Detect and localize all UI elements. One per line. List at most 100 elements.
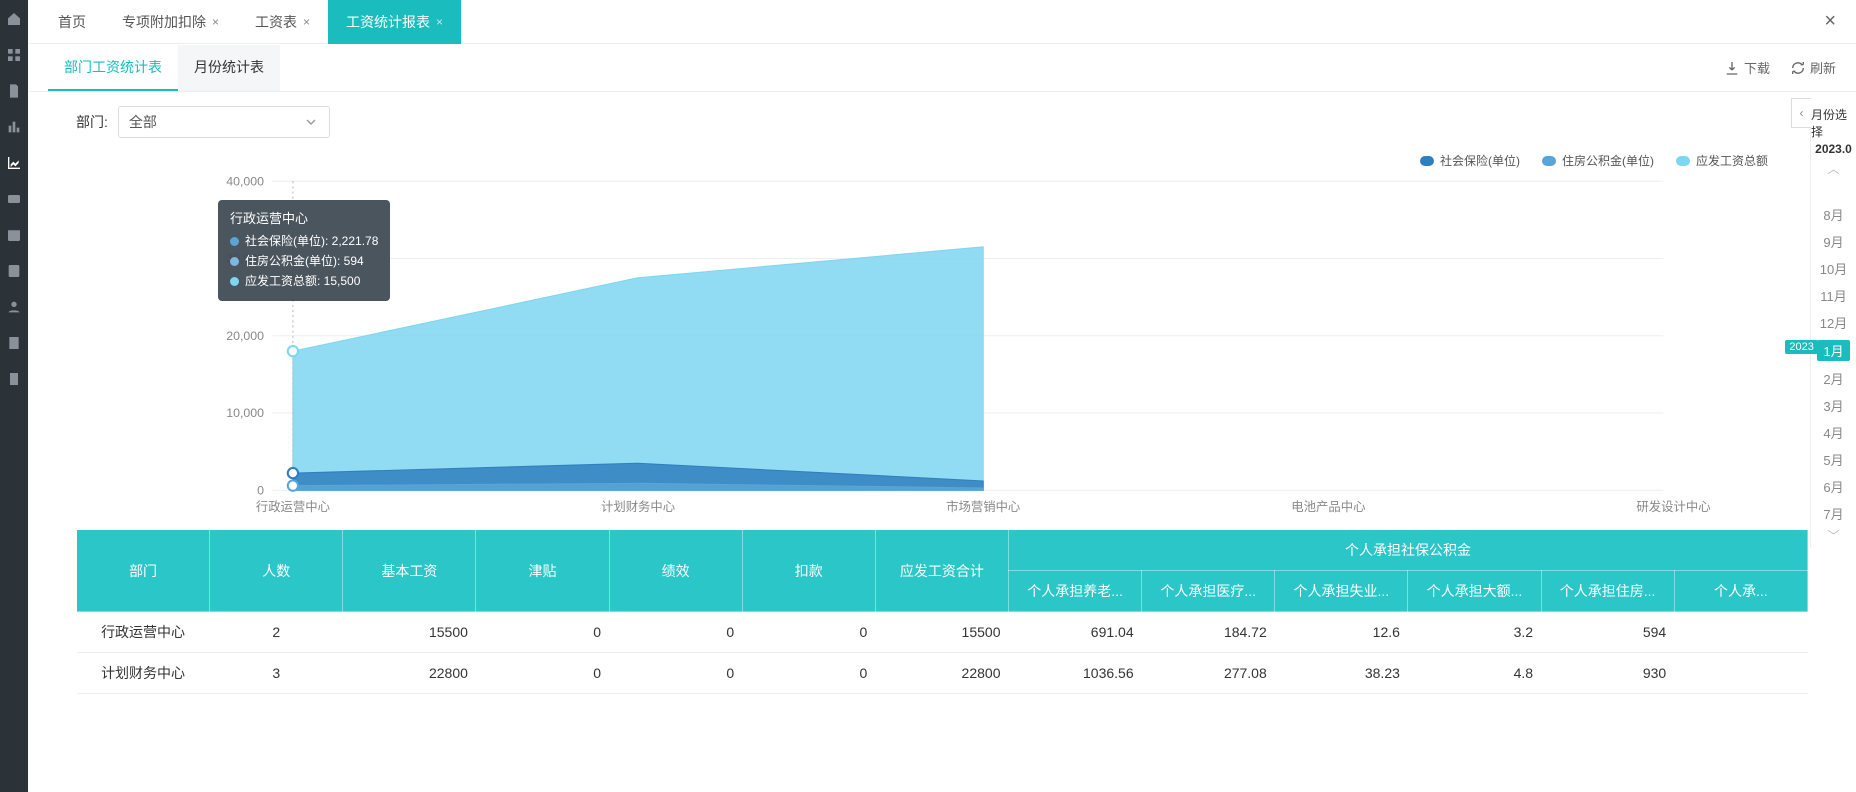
tab-close-icon[interactable]: ×: [303, 15, 310, 29]
td: 3: [210, 653, 343, 694]
month-option[interactable]: 10月: [1820, 259, 1847, 278]
close-window-icon[interactable]: ×: [1816, 10, 1844, 33]
svg-text:计划财务中心: 计划财务中心: [601, 499, 675, 514]
tab-3[interactable]: 工资统计报表 ×: [328, 0, 461, 44]
th: 个人承担住房...: [1541, 571, 1674, 612]
subtab-0[interactable]: 部门工资统计表: [48, 45, 178, 91]
panel-collapse-icon[interactable]: ‹: [1791, 98, 1811, 128]
nav-wallet-icon[interactable]: [5, 190, 23, 208]
td: 0: [742, 612, 875, 653]
tab-label: 专项附加扣除: [122, 12, 206, 32]
td: 计划财务中心: [77, 653, 210, 694]
month-option[interactable]: 6月: [1823, 477, 1843, 496]
department-select[interactable]: 全部: [118, 106, 330, 138]
month-option[interactable]: 8月: [1823, 205, 1843, 224]
td: 0: [476, 653, 609, 694]
svg-text:20,000: 20,000: [226, 329, 264, 343]
tab-close-icon[interactable]: ×: [212, 15, 219, 29]
legend-swatch: [1676, 156, 1690, 166]
month-option[interactable]: 9月: [1823, 232, 1843, 251]
td: 930: [1541, 653, 1674, 694]
td: 0: [609, 653, 742, 694]
svg-text:0: 0: [257, 483, 264, 497]
legend-label: 应发工资总额: [1696, 152, 1768, 169]
th: 个人承担养老...: [1008, 571, 1141, 612]
td: 38.23: [1275, 653, 1408, 694]
th: 津贴: [476, 530, 609, 612]
area-chart: 010,00020,00030,00040,000行政运营中心计划财务中心市场营…: [76, 175, 1808, 515]
download-button[interactable]: 下载: [1724, 58, 1770, 77]
month-option[interactable]: 4月: [1823, 423, 1843, 442]
th: 部门: [77, 530, 210, 612]
nav-stat-icon[interactable]: [5, 118, 23, 136]
th: 个人承担医疗...: [1142, 571, 1275, 612]
chart-marker: [288, 481, 298, 491]
tab-1[interactable]: 专项附加扣除 ×: [104, 0, 237, 44]
chevron-down-icon: [303, 114, 319, 130]
td: [1674, 612, 1807, 653]
chart-marker: [288, 468, 298, 478]
subtab-1[interactable]: 月份统计表: [178, 45, 280, 91]
tab-label: 首页: [58, 12, 86, 32]
salary-table: 部门人数基本工资津贴绩效扣款应发工资合计个人承担社保公积金个人承担养老...个人…: [76, 529, 1808, 694]
td: 22800: [875, 653, 1008, 694]
month-down-icon[interactable]: ﹀: [1827, 527, 1839, 544]
nav-calendar-icon[interactable]: [5, 226, 23, 244]
td: 行政运营中心: [77, 612, 210, 653]
month-up-icon[interactable]: ︿: [1827, 160, 1839, 177]
td: 4.8: [1408, 653, 1541, 694]
svg-text:30,000: 30,000: [226, 252, 264, 266]
legend-label: 住房公积金(单位): [1562, 152, 1654, 169]
td: 0: [742, 653, 875, 694]
nav-users-icon[interactable]: [5, 298, 23, 316]
table-row: 行政运营中心21550000015500691.04184.7212.63.25…: [77, 612, 1808, 653]
month-option[interactable]: 2月: [1823, 369, 1843, 388]
tab-0[interactable]: 首页: [40, 0, 104, 44]
tabs-bar: 首页 专项附加扣除 × 工资表 × 工资统计报表 × ×: [28, 0, 1856, 44]
chart-legend: 社会保险(单位) 住房公积金(单位) 应发工资总额: [76, 152, 1808, 169]
month-option[interactable]: 3月: [1823, 396, 1843, 415]
td: 3.2: [1408, 612, 1541, 653]
month-option[interactable]: 12月: [1820, 313, 1847, 332]
nav-chart-icon[interactable]: [5, 154, 23, 172]
filter-row: 部门: 全部: [28, 92, 1856, 144]
tab-label: 工资表: [255, 12, 297, 32]
nav-form-icon[interactable]: [5, 262, 23, 280]
panel-year: 2023.0: [1815, 142, 1852, 156]
nav-grid-icon[interactable]: [5, 46, 23, 64]
panel-title: 月份选择: [1811, 104, 1856, 142]
td: 2: [210, 612, 343, 653]
month-option[interactable]: 1月2023: [1817, 340, 1849, 361]
tab-2[interactable]: 工资表 ×: [237, 0, 328, 44]
th: 绩效: [609, 530, 742, 612]
year-badge: 2023: [1785, 340, 1817, 354]
chart-marker: [288, 346, 298, 356]
download-label: 下载: [1744, 58, 1770, 77]
td: [1674, 653, 1807, 694]
legend-item[interactable]: 住房公积金(单位): [1542, 152, 1654, 169]
legend-item[interactable]: 社会保险(单位): [1420, 152, 1520, 169]
td: 277.08: [1142, 653, 1275, 694]
tab-label: 工资统计报表: [346, 12, 430, 32]
refresh-button[interactable]: 刷新: [1790, 58, 1836, 77]
td: 594: [1541, 612, 1674, 653]
td: 15500: [343, 612, 476, 653]
legend-item[interactable]: 应发工资总额: [1676, 152, 1768, 169]
month-option[interactable]: 5月: [1823, 450, 1843, 469]
filter-label: 部门:: [76, 112, 108, 132]
tab-close-icon[interactable]: ×: [436, 15, 443, 29]
nav-doc-icon[interactable]: [5, 82, 23, 100]
legend-swatch: [1542, 156, 1556, 166]
td: 0: [476, 612, 609, 653]
month-option[interactable]: 7月: [1823, 504, 1843, 523]
th: 个人承担失业...: [1275, 571, 1408, 612]
nav-building-icon[interactable]: [5, 370, 23, 388]
th: 基本工资: [343, 530, 476, 612]
table-row: 计划财务中心322800000228001036.56277.0838.234.…: [77, 653, 1808, 694]
month-panel: ‹ 月份选择 2023.0 ︿ 8月9月10月11月12月1月20232月3月4…: [1810, 98, 1856, 548]
month-option[interactable]: 11月: [1820, 286, 1847, 305]
svg-text:研发设计中心: 研发设计中心: [1636, 499, 1710, 514]
nav-home-icon[interactable]: [5, 10, 23, 28]
nav-report-icon[interactable]: [5, 334, 23, 352]
left-nav: [0, 0, 28, 792]
